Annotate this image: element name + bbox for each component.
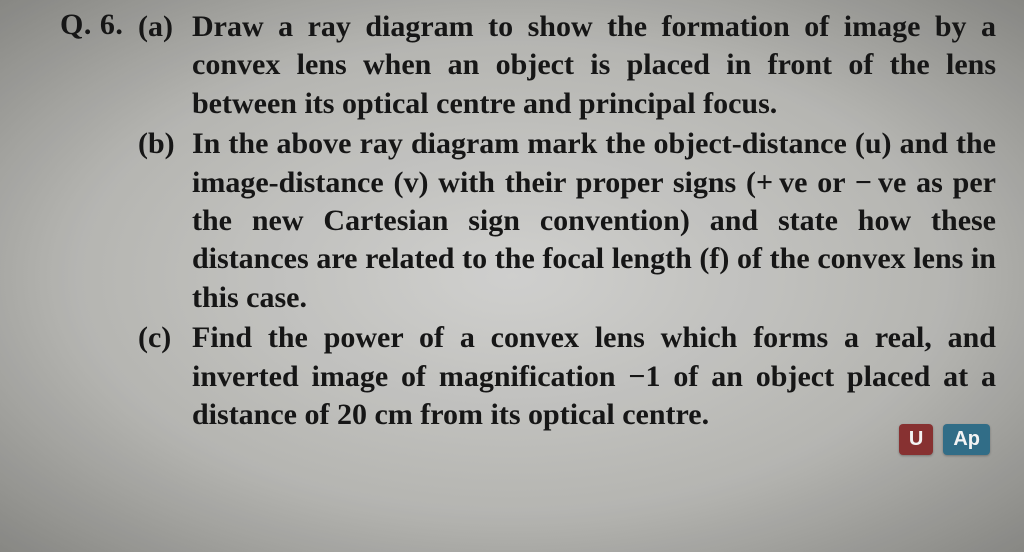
part-c: (c) Find the power of a convex lens whic… (60, 319, 996, 434)
part-c-text: Find the power of a convex lens which fo… (192, 321, 996, 431)
question-block: Q. 6. (a) Draw a ray diagram to show the… (60, 8, 996, 455)
part-a-text: Draw a ray diagram to show the formation… (192, 10, 996, 120)
part-a-label: (a) (138, 8, 173, 46)
page: Q. 6. (a) Draw a ray diagram to show the… (0, 0, 1024, 552)
part-a: (a) Draw a ray diagram to show the forma… (60, 8, 996, 123)
part-b-text: In the above ray diagram mark the object… (192, 127, 996, 314)
part-b: (b) In the above ray diagram mark the ob… (60, 125, 996, 317)
part-c-label: (c) (138, 319, 171, 357)
part-b-label: (b) (138, 125, 175, 163)
